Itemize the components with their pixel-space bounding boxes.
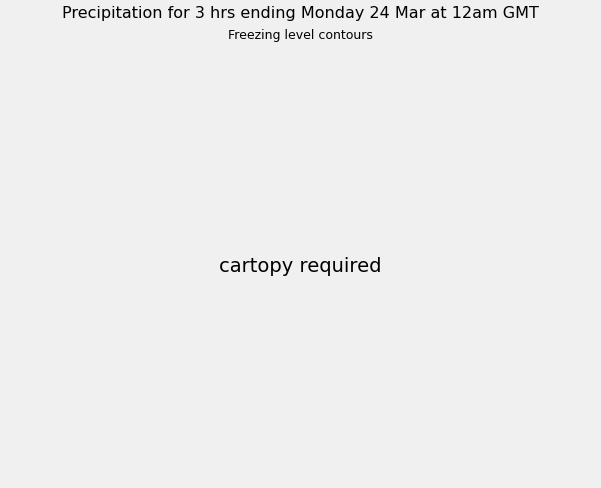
Text: Precipitation for 3 hrs ending Monday 24 Mar at 12am GMT: Precipitation for 3 hrs ending Monday 24… <box>62 6 539 21</box>
Text: cartopy required: cartopy required <box>219 257 382 276</box>
Text: Freezing level contours: Freezing level contours <box>228 29 373 42</box>
